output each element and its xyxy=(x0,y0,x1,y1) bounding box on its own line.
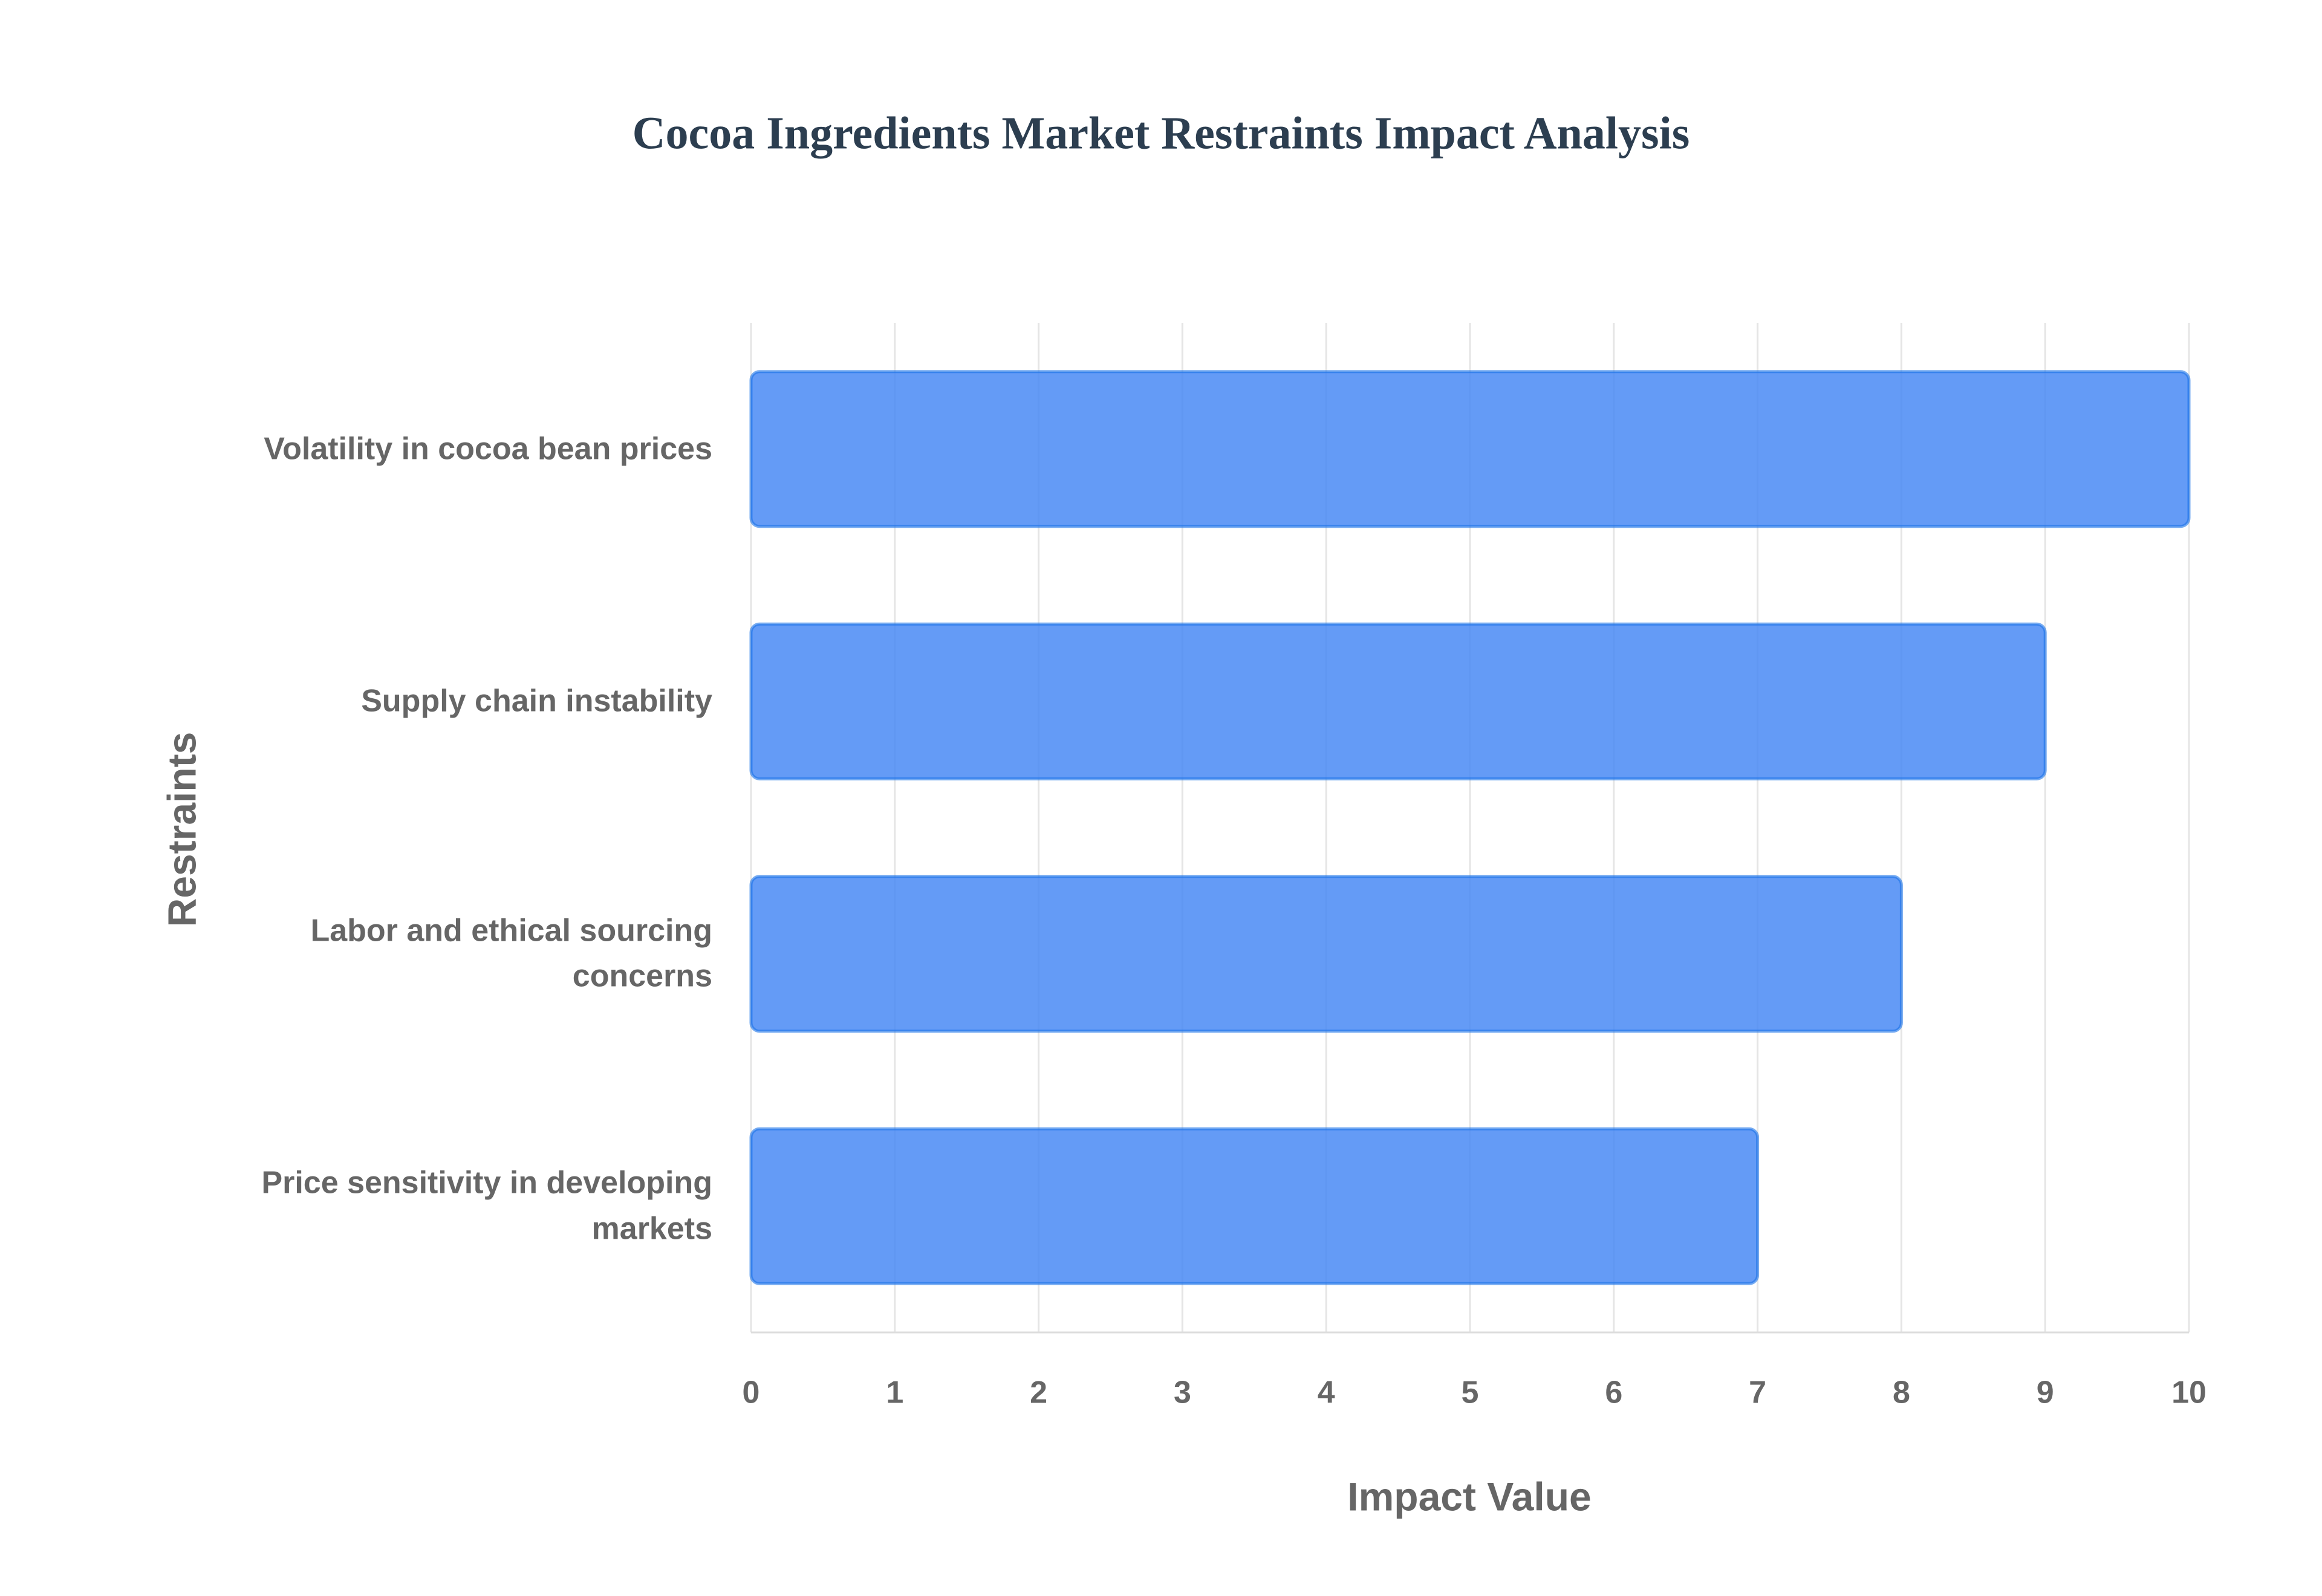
x-tick-label: 10 xyxy=(2171,1375,2207,1410)
x-tick-label: 5 xyxy=(1462,1375,1479,1410)
x-tick-label: 2 xyxy=(1030,1375,1047,1410)
x-tick-label: 6 xyxy=(1605,1375,1622,1410)
x-tick-label: 9 xyxy=(2037,1375,2054,1410)
y-tick-label: Volatility in cocoa bean prices xyxy=(264,431,712,467)
bar xyxy=(749,622,2047,780)
x-tick-label: 7 xyxy=(1749,1375,1766,1410)
x-tick-label: 8 xyxy=(1893,1375,1910,1410)
x-tick-label: 3 xyxy=(1174,1375,1191,1410)
x-tick-label: 0 xyxy=(743,1375,760,1410)
bar xyxy=(749,875,1903,1033)
x-tick-label: 4 xyxy=(1318,1375,1335,1410)
x-tick-label: 1 xyxy=(886,1375,903,1410)
y-tick-label: Price sensitivity in developing markets xyxy=(261,1165,712,1247)
x-axis-title: Impact Value xyxy=(1347,1474,1592,1519)
y-axis-title: Restraints xyxy=(159,732,204,927)
bar xyxy=(749,370,2191,528)
chart-title: Cocoa Ingredients Market Restraints Impa… xyxy=(633,108,1690,158)
y-tick-label: Labor and ethical sourcing concerns xyxy=(310,913,712,994)
bar xyxy=(749,1127,1760,1285)
y-tick-label: Supply chain instability xyxy=(361,683,712,719)
